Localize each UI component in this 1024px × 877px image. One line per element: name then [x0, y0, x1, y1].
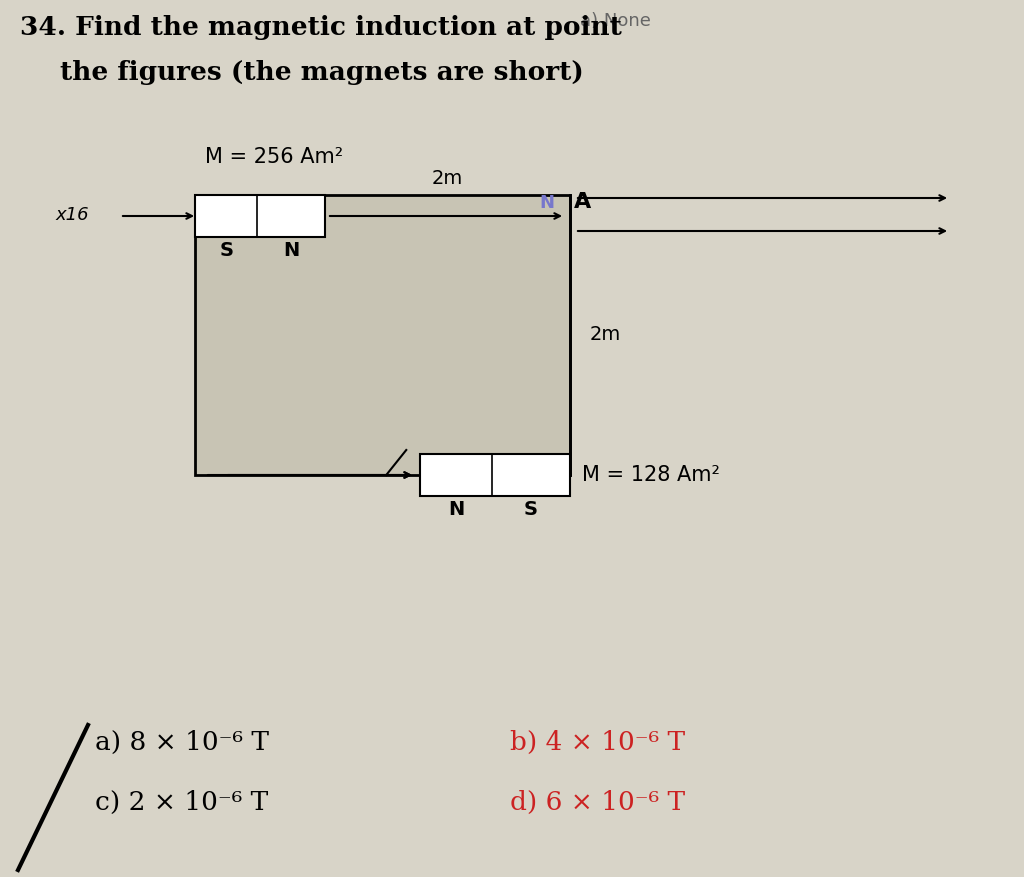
Text: the figures (the magnets are short): the figures (the magnets are short)	[60, 60, 584, 85]
Text: N: N	[447, 500, 464, 519]
Text: S: S	[524, 500, 538, 519]
Text: a) 8 × 10⁻⁶ T: a) 8 × 10⁻⁶ T	[95, 730, 269, 755]
Text: N: N	[283, 241, 299, 260]
Text: A: A	[574, 192, 591, 212]
Text: N: N	[539, 194, 554, 212]
Text: 2m: 2m	[432, 169, 463, 188]
Text: S: S	[219, 241, 233, 260]
Text: a) None: a) None	[580, 12, 651, 30]
Text: 34. Find the magnetic induction at point: 34. Find the magnetic induction at point	[20, 15, 622, 40]
Bar	[420, 454, 570, 496]
Text: c) 2 × 10⁻⁶ T: c) 2 × 10⁻⁶ T	[95, 790, 268, 815]
Bar	[195, 195, 325, 237]
Text: 2m: 2m	[590, 325, 622, 345]
Bar	[195, 195, 570, 475]
Text: M = 128 Am²: M = 128 Am²	[582, 465, 720, 485]
Text: x16: x16	[55, 206, 89, 224]
Text: d) 6 × 10⁻⁶ T: d) 6 × 10⁻⁶ T	[510, 790, 685, 815]
Text: b) 4 × 10⁻⁶ T: b) 4 × 10⁻⁶ T	[510, 730, 685, 755]
Text: M = 256 Am²: M = 256 Am²	[205, 147, 343, 167]
